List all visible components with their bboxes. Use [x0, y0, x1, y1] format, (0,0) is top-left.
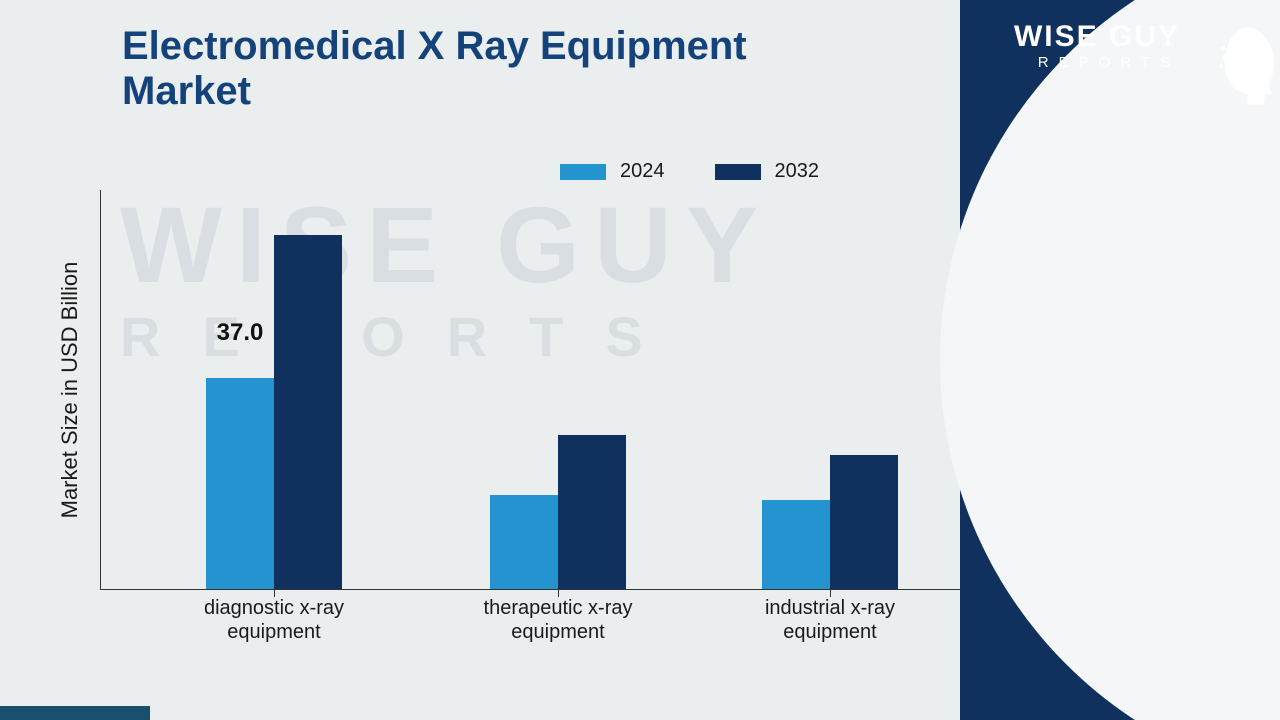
legend-item-2024: 2024 — [560, 160, 665, 183]
bar-group-2 — [762, 455, 898, 589]
bar-2024-1 — [490, 495, 558, 589]
x-axis-line — [100, 589, 960, 590]
bar-2032-2 — [830, 455, 898, 589]
legend: 2024 2032 — [560, 160, 819, 183]
x-category-0: diagnostic x-ray equipment — [174, 596, 374, 644]
bar-group-1 — [490, 435, 626, 589]
legend-label-2032: 2032 — [775, 160, 820, 183]
y-axis-label: Market Size in USD Billion — [57, 262, 83, 519]
x-category-1: therapeutic x-ray equipment — [458, 596, 658, 644]
bar-2024-0 — [206, 378, 274, 589]
brand-head-icon — [1208, 22, 1280, 110]
bar-2024-2 — [762, 500, 830, 589]
chart-card: WISE GUY REPORTS WISE GUY REPORTS Electr… — [0, 0, 1280, 720]
bottom-accent-bar — [0, 706, 150, 720]
brand-line1: WISE GUY — [1014, 22, 1180, 52]
bar-2032-1 — [558, 435, 626, 589]
x-category-2: industrial x-ray equipment — [730, 596, 930, 644]
brand-line2: REPORTS — [1014, 54, 1180, 71]
legend-label-2024: 2024 — [620, 160, 665, 183]
legend-item-2032: 2032 — [715, 160, 820, 183]
brand-logo: WISE GUY REPORTS — [1014, 22, 1180, 71]
bar-value-label: 37.0 — [217, 319, 264, 347]
bar-2032-0 — [274, 235, 342, 589]
plot-area: 37.0 — [100, 190, 960, 590]
chart-title: Electromedical X Ray Equipment Market — [122, 24, 782, 114]
legend-swatch-2024 — [560, 164, 606, 180]
y-axis-line — [100, 190, 101, 590]
legend-swatch-2032 — [715, 164, 761, 180]
bar-group-0 — [206, 235, 342, 589]
